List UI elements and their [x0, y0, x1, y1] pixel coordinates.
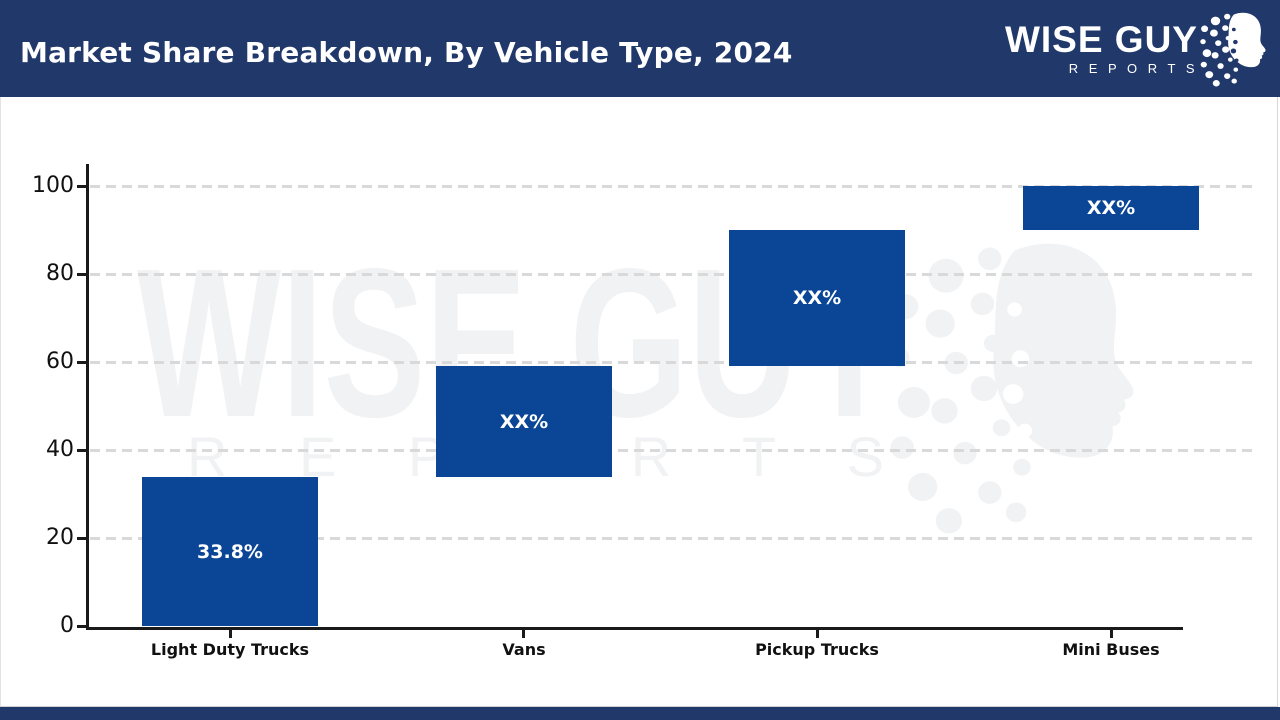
- logo-head-icon: [1200, 12, 1266, 87]
- footer-bar: [0, 707, 1280, 720]
- page-title: Market Share Breakdown, By Vehicle Type,…: [20, 36, 793, 69]
- watermark-head-icon: [889, 243, 1134, 534]
- watermark-subtitle: R E P O R T S: [187, 425, 913, 488]
- header-bar: Market Share Breakdown, By Vehicle Type,…: [0, 0, 1280, 97]
- logo-wordmark: WISE GUY: [1004, 19, 1198, 60]
- chart-canvas: WISE GUY R E P O R T S: [0, 97, 1278, 707]
- brand-logo: WISE GUY R E P O R T S: [1002, 4, 1272, 94]
- watermark-wordmark: WISE GUY: [137, 224, 901, 461]
- logo-subtitle: R E P O R T S: [1068, 61, 1198, 76]
- logo-text: WISE GUY R E P O R T S: [1005, 20, 1198, 77]
